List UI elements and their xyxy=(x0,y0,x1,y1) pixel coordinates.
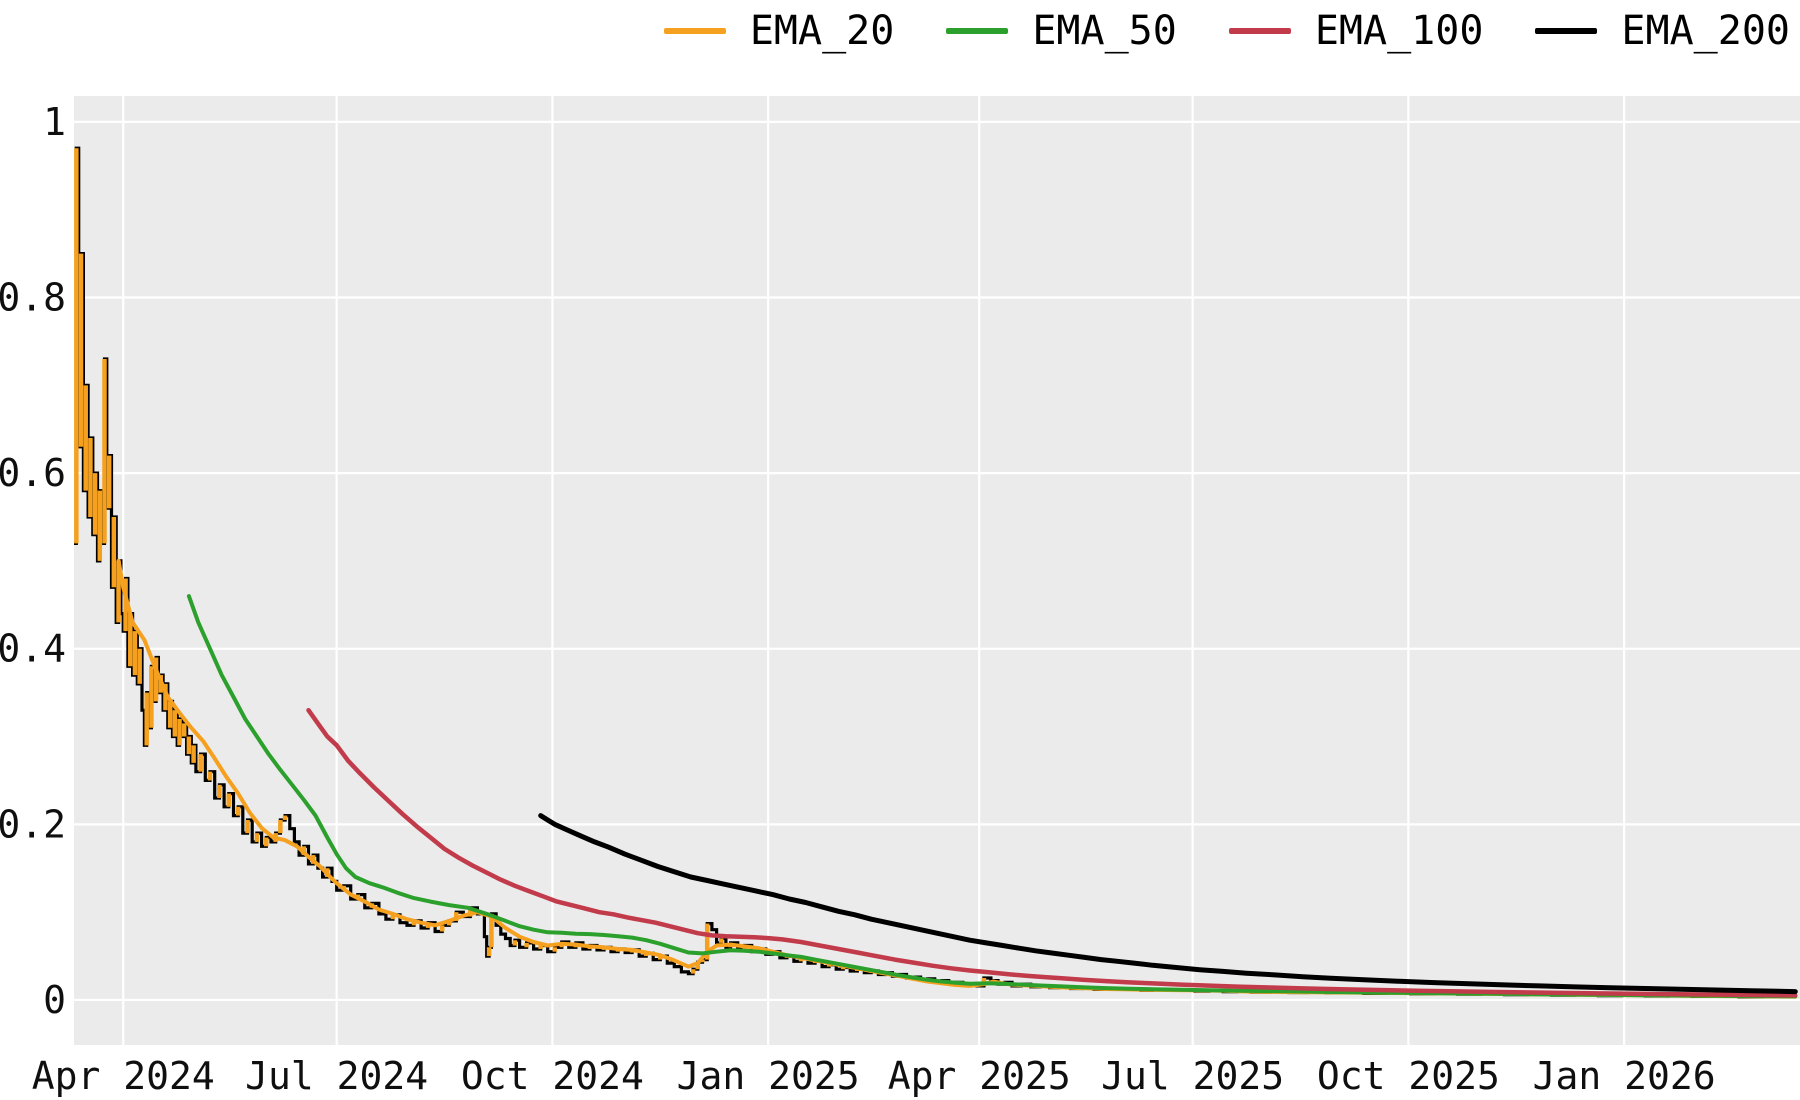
legend-label-ema-50: EMA_50 xyxy=(1032,8,1177,54)
ema-200-line xyxy=(538,813,1798,995)
legend-item-ema-100: EMA_100 xyxy=(1228,8,1484,54)
x-tick-label: Apr 2024 xyxy=(32,1054,215,1098)
y-tick-label: 1 xyxy=(43,100,66,144)
y-tick-label: 0.4 xyxy=(0,627,66,671)
gridlines xyxy=(74,96,1800,1045)
plot-series xyxy=(74,146,1798,999)
legend-item-ema-20: EMA_20 xyxy=(663,8,895,54)
x-tick-labels: Apr 2024 Jul 2024 Oct 2024 Jan 2025 Apr 2025… xyxy=(32,1054,1716,1098)
y-tick-label: 0.2 xyxy=(0,802,66,846)
y-tick-label: 0.6 xyxy=(0,451,66,495)
legend-label-ema-100: EMA_100 xyxy=(1314,8,1484,54)
legend-swatch-ema-100-icon xyxy=(1228,28,1291,34)
x-tick-label: Jan 2026 xyxy=(1533,1054,1716,1098)
x-tick-label: Apr 2025 xyxy=(888,1054,1071,1098)
legend-swatch-ema-200-icon xyxy=(1535,28,1598,34)
y-tick-labels: 0 0.2 0.4 0.6 0.8 1 xyxy=(0,100,66,1022)
plot-area xyxy=(74,96,1800,1045)
ema-100-line xyxy=(306,707,1798,998)
legend-item-ema-50: EMA_50 xyxy=(946,8,1177,54)
y-tick-label: 0.8 xyxy=(0,276,66,320)
ema-50-line xyxy=(186,594,1798,999)
x-tick-label: Jul 2025 xyxy=(1101,1054,1284,1098)
legend-label-ema-200: EMA_200 xyxy=(1621,8,1790,54)
legend-label-ema-20: EMA_20 xyxy=(749,8,895,54)
x-tick-label: Oct 2024 xyxy=(461,1054,644,1098)
x-tick-label: Jan 2025 xyxy=(677,1054,860,1098)
legend-swatch-ema-50-icon xyxy=(946,28,1009,34)
legend-swatch-ema-20-icon xyxy=(663,28,726,34)
x-tick-label: Jul 2024 xyxy=(245,1054,428,1098)
legend-item-ema-200: EMA_200 xyxy=(1535,8,1790,54)
y-tick-label: 0 xyxy=(43,978,66,1022)
chart-legend: EMA_20 EMA_50 EMA_100 EMA_200 xyxy=(663,8,1790,54)
x-tick-label: Oct 2025 xyxy=(1317,1054,1500,1098)
